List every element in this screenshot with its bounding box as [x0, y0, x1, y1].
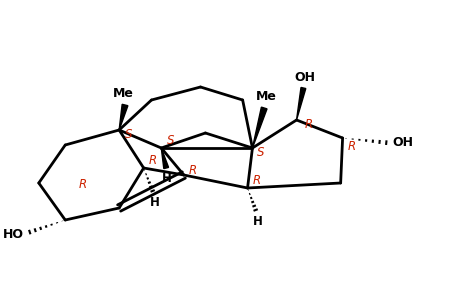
Text: H: H: [252, 215, 262, 228]
Text: H: H: [149, 196, 159, 209]
Text: S: S: [257, 146, 265, 160]
Text: R: R: [304, 119, 313, 132]
Text: H: H: [162, 172, 172, 185]
Text: R: R: [148, 153, 157, 167]
Text: R: R: [189, 164, 197, 176]
Text: R: R: [79, 178, 87, 191]
Text: Me: Me: [256, 90, 276, 103]
Polygon shape: [119, 104, 128, 130]
Text: OH: OH: [393, 137, 414, 149]
Text: HO: HO: [3, 228, 24, 241]
Text: Me: Me: [113, 87, 133, 100]
Text: S: S: [167, 133, 175, 146]
Polygon shape: [252, 107, 267, 148]
Text: OH: OH: [295, 71, 316, 84]
Text: R: R: [252, 173, 260, 187]
Polygon shape: [297, 87, 306, 120]
Polygon shape: [161, 148, 169, 169]
Text: R: R: [348, 139, 356, 153]
Text: S: S: [125, 128, 132, 142]
